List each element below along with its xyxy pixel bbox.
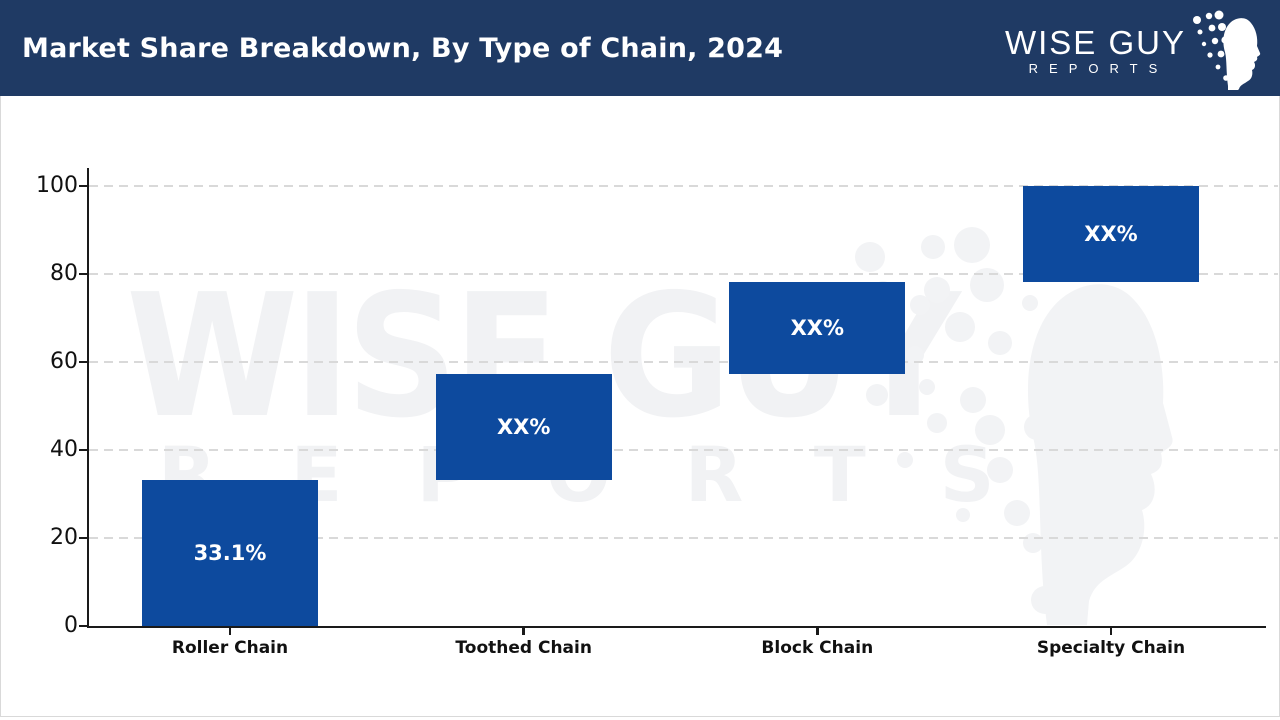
y-tick-40 [78, 448, 87, 452]
gridline-60 [89, 361, 1278, 363]
category-label-block-chain: Block Chain [761, 638, 874, 658]
gridline-40 [89, 449, 1278, 451]
page-title: Market Share Breakdown, By Type of Chain… [22, 32, 784, 64]
y-tick-label-0: 0 [64, 613, 78, 638]
y-axis-line [86, 168, 89, 628]
y-tick-80 [78, 272, 87, 276]
bar-specialty-chain [1023, 186, 1199, 282]
bar-value-label-toothed-chain: XX% [496, 415, 551, 440]
x-tick-block-chain [816, 628, 819, 635]
brand-logo-text: WISE GUY REPORTS [1004, 23, 1186, 77]
y-tick-label-20: 20 [50, 525, 78, 550]
y-tick-60 [78, 360, 87, 364]
bar-toothed-chain [435, 374, 612, 481]
y-tick-0 [78, 624, 87, 628]
y-tick-label-40: 40 [50, 437, 78, 462]
watermark-head-icon [855, 227, 1173, 625]
bar-roller-chain [142, 480, 318, 626]
gridline-20 [89, 537, 1278, 539]
bar-value-label-roller-chain: 33.1% [193, 541, 267, 566]
bar-block-chain [729, 281, 906, 375]
x-axis-line [86, 625, 1266, 628]
x-tick-roller-chain [228, 628, 232, 635]
y-tick-label-80: 80 [50, 261, 78, 286]
brand-logo: WISE GUY REPORTS [1005, 8, 1262, 90]
gridline-100 [89, 185, 1278, 187]
category-label-toothed-chain: Toothed Chain [455, 638, 592, 658]
brand-head-icon [1193, 10, 1261, 90]
bar-value-label-specialty-chain: XX% [1084, 221, 1138, 246]
category-label-specialty-chain: Specialty Chain [1036, 638, 1186, 658]
y-tick-100 [78, 184, 87, 188]
brand-subname: REPORTS [1028, 61, 1169, 77]
bar-value-label-block-chain: XX% [790, 316, 845, 341]
x-tick-specialty-chain [1109, 628, 1113, 635]
brand-name: WISE GUY [1004, 23, 1186, 61]
category-label-roller-chain: Roller Chain [171, 638, 289, 658]
header: Market Share Breakdown, By Type of Chain… [0, 0, 1280, 96]
y-tick-label-60: 60 [50, 349, 78, 374]
x-tick-toothed-chain [522, 628, 525, 635]
gridline-80 [89, 273, 1278, 275]
y-tick-20 [78, 536, 87, 540]
y-tick-label-100: 100 [36, 173, 78, 198]
